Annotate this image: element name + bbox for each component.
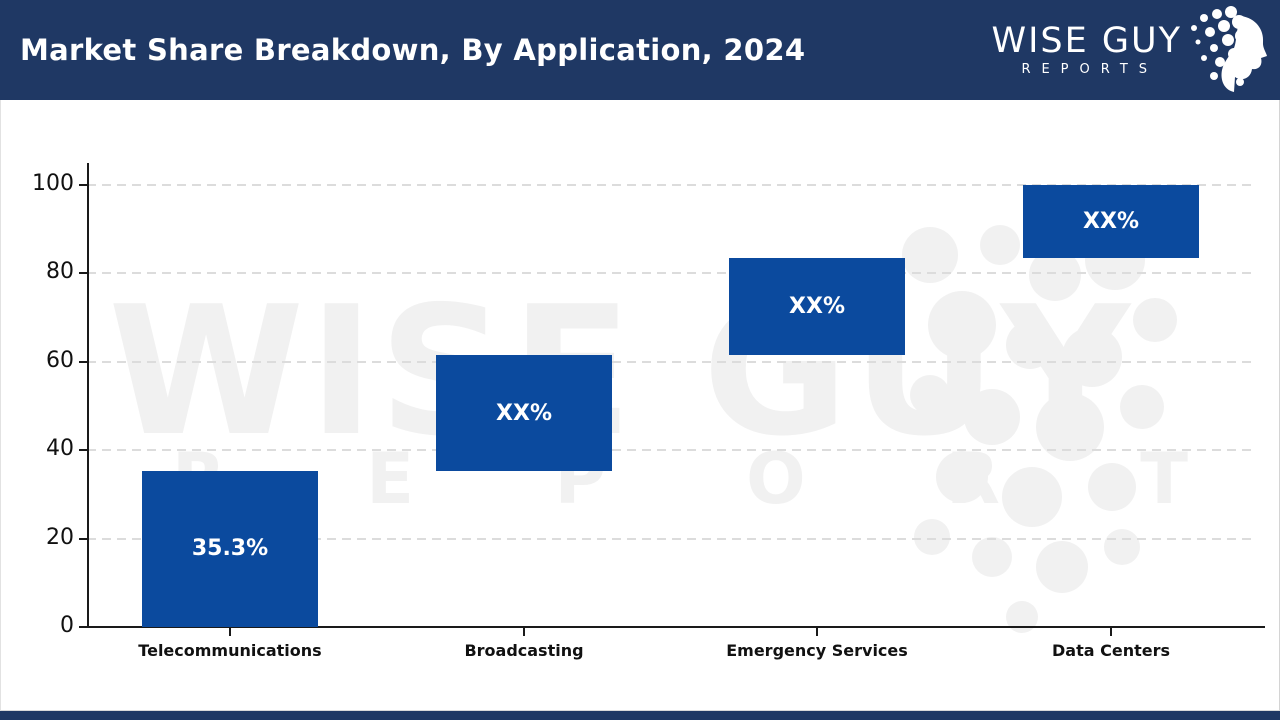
bar-segment: XX%	[1023, 185, 1199, 258]
bar-segment: XX%	[436, 355, 612, 471]
gridline	[87, 360, 1255, 363]
y-tick-mark	[79, 449, 87, 452]
page-title: Market Share Breakdown, By Application, …	[20, 33, 806, 67]
x-category-label: Data Centers	[1052, 641, 1170, 660]
y-tick-label: 60	[46, 347, 74, 373]
wiseguy-logo-text: WISE GUY REPORTS	[991, 21, 1182, 77]
logo-subtitle: REPORTS	[1021, 62, 1159, 77]
wiseguy-face-icon	[1191, 6, 1267, 92]
watermark-face-dots	[902, 225, 1177, 633]
x-category-label: Broadcasting	[464, 641, 584, 660]
header-bar: Market Share Breakdown, By Application, …	[0, 0, 1280, 100]
x-tick-mark	[229, 628, 231, 636]
x-tick-mark	[523, 628, 525, 636]
x-tick-mark	[1110, 628, 1112, 636]
y-tick-label: 20	[46, 524, 74, 550]
logo-wordmark: WISE GUY	[991, 21, 1182, 61]
bar-value-label: XX%	[789, 294, 845, 320]
bar-segment: XX%	[729, 257, 905, 356]
y-tick-mark	[79, 272, 87, 275]
y-tick-label: 80	[46, 259, 74, 285]
bar-segment: 35.3%	[142, 470, 318, 627]
y-axis-line	[87, 163, 89, 628]
x-category-label: Emergency Services	[726, 641, 908, 660]
wiseguy-logo: WISE GUY REPORTS	[991, 6, 1268, 94]
y-tick-label: 40	[46, 436, 74, 462]
bar-value-label: XX%	[496, 400, 552, 426]
y-tick-mark	[79, 360, 87, 363]
gridline	[87, 184, 1255, 186]
y-tick-mark	[79, 626, 87, 628]
bar-value-label: 35.3%	[191, 536, 269, 562]
y-tick-mark	[79, 537, 87, 540]
gridline	[87, 449, 1255, 452]
x-category-label: Telecommunications	[138, 641, 322, 660]
y-tick-label: 0	[60, 613, 74, 638]
x-tick-mark	[816, 628, 818, 636]
y-tick-label: 100	[32, 171, 74, 196]
gridline	[87, 272, 1255, 275]
y-tick-mark	[79, 184, 87, 186]
footer-bar	[0, 711, 1280, 720]
bar-value-label: XX%	[1083, 208, 1139, 234]
x-axis-line	[87, 626, 1265, 628]
gridline	[87, 537, 1255, 540]
